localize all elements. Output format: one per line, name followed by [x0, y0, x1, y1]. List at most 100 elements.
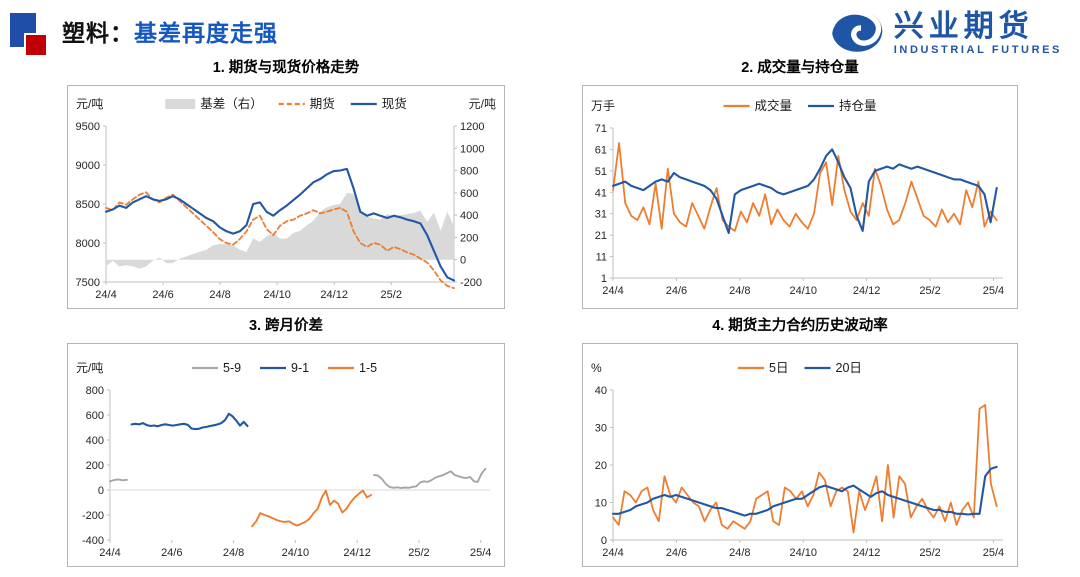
svg-text:25/2: 25/2 — [408, 547, 429, 559]
chart-1-title: 1. 期货与现货价格走势 — [212, 60, 360, 76]
svg-text:24/4: 24/4 — [602, 285, 623, 297]
svg-text:24/6: 24/6 — [161, 547, 182, 559]
svg-text:10: 10 — [595, 498, 607, 510]
brand-text: 兴业期货 INDUSTRIAL FUTURES — [893, 9, 1062, 56]
svg-text:24/8: 24/8 — [209, 289, 230, 301]
svg-text:24/12: 24/12 — [343, 547, 371, 559]
header-logo-squares — [10, 13, 54, 57]
svg-text:400: 400 — [86, 435, 104, 447]
svg-text:-200: -200 — [460, 277, 482, 289]
svg-text:200: 200 — [86, 460, 104, 472]
svg-text:现货: 现货 — [382, 96, 407, 111]
svg-text:61: 61 — [595, 144, 607, 156]
svg-text:24/4: 24/4 — [99, 547, 120, 559]
svg-text:31: 31 — [595, 209, 607, 221]
svg-text:25/4: 25/4 — [470, 547, 491, 559]
svg-text:0: 0 — [460, 255, 466, 267]
svg-text:7500: 7500 — [76, 277, 100, 289]
svg-text:400: 400 — [460, 210, 478, 222]
svg-text:0: 0 — [601, 535, 607, 547]
chart-4-section: 4. 期货主力合约历史波动率 40 30 20 10 0 24/4 24/6 24/8 24/1… — [582, 316, 1018, 567]
chart-1-canvas: 9500 9000 8500 8000 7500 1200 1000 800 600 400 200… — [76, 96, 496, 301]
svg-text:24/10: 24/10 — [789, 547, 817, 559]
svg-text:25/4: 25/4 — [983, 285, 1004, 297]
svg-text:5日: 5日 — [769, 361, 788, 375]
svg-text:9000: 9000 — [76, 160, 100, 172]
svg-text:1: 1 — [601, 273, 607, 285]
svg-text:基差（右）: 基差（右） — [200, 96, 263, 111]
brand-logo: 兴业期货 INDUSTRIAL FUTURES — [826, 8, 1062, 59]
svg-text:24/6: 24/6 — [152, 289, 173, 301]
svg-text:24/12: 24/12 — [853, 547, 881, 559]
chart-3-section: 3. 跨月价差 800 600 400 200 0 -200 -400 24/4 24/6 24/… — [67, 316, 505, 567]
svg-text:24/10: 24/10 — [263, 289, 291, 301]
chart-3-title: 3. 跨月价差 — [248, 318, 324, 334]
svg-text:%: % — [591, 361, 602, 375]
svg-text:元/吨: 元/吨 — [469, 97, 496, 111]
page-title-product: 塑料： — [62, 20, 134, 46]
svg-text:24/12: 24/12 — [853, 285, 881, 297]
svg-text:24/8: 24/8 — [223, 547, 244, 559]
svg-text:成交量: 成交量 — [755, 98, 793, 113]
svg-text:21: 21 — [595, 230, 607, 242]
svg-text:24/12: 24/12 — [320, 289, 348, 301]
svg-text:25/2: 25/2 — [381, 289, 402, 301]
chart-2-panel: 71 61 51 41 31 21 11 1 24/4 24/6 24/8 24/10 24/12 25/… — [582, 85, 1018, 309]
svg-text:-400: -400 — [82, 535, 104, 547]
chart-4-canvas: 40 30 20 10 024/4 24/6 24/8 24/10 24/12 25/2 25/4 5… — [591, 361, 1004, 559]
svg-text:11: 11 — [596, 252, 607, 264]
svg-text:20: 20 — [595, 460, 607, 472]
svg-text:25/2: 25/2 — [919, 547, 940, 559]
svg-text:24/8: 24/8 — [729, 285, 750, 297]
svg-text:24/6: 24/6 — [666, 285, 687, 297]
svg-text:9500: 9500 — [76, 121, 100, 133]
svg-text:8000: 8000 — [76, 238, 100, 250]
chart-3-panel: 800 600 400 200 0 -200 -400 24/4 24/6 24/8 24/10 24… — [67, 343, 505, 567]
svg-text:元/吨: 元/吨 — [76, 361, 103, 375]
svg-text:30: 30 — [595, 423, 607, 435]
red-square-icon — [24, 33, 48, 57]
svg-text:24/8: 24/8 — [729, 547, 750, 559]
chart-1-section: 1. 期货与现货价格走势 9500 9000 8500 8000 7500 1200 100… — [67, 58, 505, 309]
svg-text:24/10: 24/10 — [282, 547, 310, 559]
svg-text:51: 51 — [595, 166, 607, 178]
svg-text:24/4: 24/4 — [95, 289, 116, 301]
brand-swirl-icon — [826, 8, 884, 59]
svg-text:1000: 1000 — [460, 143, 484, 155]
brand-name: 兴业期货 — [893, 9, 1034, 43]
chart-2-section: 2. 成交量与持仓量 71 61 51 41 31 21 11 1 24/4 24/6 24/8 24… — [582, 58, 1018, 309]
svg-text:71: 71 — [595, 123, 607, 135]
svg-text:-200: -200 — [82, 510, 104, 522]
page-title: 塑料：基差再度走强 — [62, 14, 278, 48]
svg-text:600: 600 — [86, 410, 104, 422]
svg-text:24/6: 24/6 — [666, 547, 687, 559]
svg-text:8500: 8500 — [76, 199, 100, 211]
chart-4-title: 4. 期货主力合约历史波动率 — [712, 318, 888, 334]
svg-text:20日: 20日 — [836, 361, 862, 375]
svg-text:800: 800 — [86, 385, 104, 397]
svg-text:600: 600 — [460, 188, 478, 200]
svg-text:0: 0 — [98, 485, 104, 497]
svg-text:24/4: 24/4 — [602, 547, 623, 559]
svg-text:1-5: 1-5 — [359, 361, 377, 375]
svg-text:万手: 万手 — [591, 99, 615, 113]
svg-text:41: 41 — [595, 187, 607, 199]
svg-text:9-1: 9-1 — [291, 361, 309, 375]
svg-text:24/10: 24/10 — [789, 285, 817, 297]
svg-text:期货: 期货 — [310, 96, 335, 111]
svg-text:元/吨: 元/吨 — [76, 97, 103, 111]
svg-text:5-9: 5-9 — [223, 361, 241, 375]
svg-text:25/4: 25/4 — [983, 547, 1004, 559]
svg-text:200: 200 — [460, 232, 478, 244]
brand-subtitle: INDUSTRIAL FUTURES — [893, 43, 1062, 56]
svg-text:40: 40 — [595, 385, 607, 397]
chart-2-title: 2. 成交量与持仓量 — [741, 60, 859, 76]
chart-4-panel: 40 30 20 10 0 24/4 24/6 24/8 24/10 24/12 25/2 25/4 5… — [582, 343, 1018, 567]
svg-text:800: 800 — [460, 166, 478, 178]
svg-text:1200: 1200 — [460, 121, 484, 133]
svg-text:持仓量: 持仓量 — [839, 98, 877, 113]
svg-text:25/2: 25/2 — [919, 285, 940, 297]
page-title-headline: 基差再度走强 — [134, 20, 278, 46]
